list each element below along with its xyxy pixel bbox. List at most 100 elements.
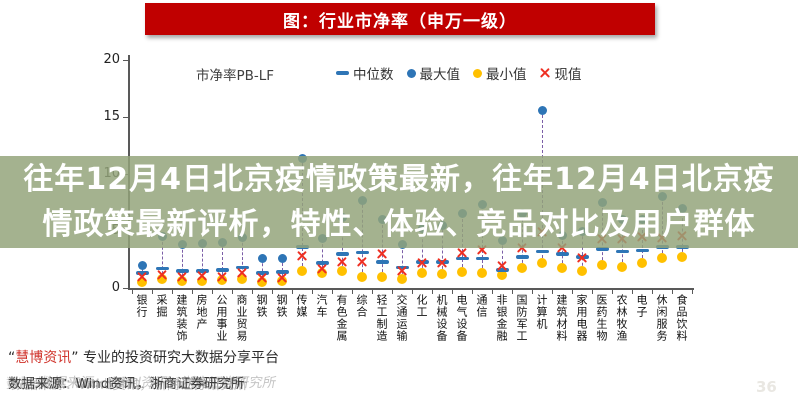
legend-label-median: 中位数 <box>353 67 394 83</box>
overlay-text-line1: 往年12月4日北京疫情政策最新，往年12月4日北京疫 <box>23 162 775 197</box>
x-axis-line <box>128 288 694 290</box>
median-dash <box>135 271 149 275</box>
median-dash <box>595 247 609 251</box>
max-dot <box>277 253 287 263</box>
category-label: 轻工制造 <box>375 294 388 342</box>
x-axis-tick <box>652 290 653 294</box>
chart-title-banner: 图：行业市净率（申万一级） <box>145 3 655 35</box>
x-axis-tick <box>552 290 553 294</box>
median-dash <box>195 269 209 273</box>
legend-label-current: 现值 <box>554 67 582 83</box>
max-dot <box>137 260 147 270</box>
median-dash <box>175 269 189 273</box>
median-dash <box>515 255 529 259</box>
x-axis-tick <box>592 290 593 294</box>
watermark-overlay-banner: 往年12月4日北京疫情政策最新，往年12月4日北京疫 情政策最新评析，特性、体验… <box>0 156 798 248</box>
median-dash <box>275 270 289 274</box>
category-label: 有色金属 <box>335 294 348 342</box>
min-dot <box>457 267 467 278</box>
min-dot <box>337 265 347 276</box>
x-axis-tick <box>332 290 333 294</box>
max-min-connector-line <box>221 242 223 280</box>
median-dash <box>155 266 169 271</box>
x-axis-tick <box>212 290 213 294</box>
median-dash <box>215 268 229 272</box>
min-dot <box>237 273 247 284</box>
current-x-marker <box>136 272 148 283</box>
min-dot-icon <box>473 68 482 78</box>
current-x-marker <box>296 250 308 262</box>
quote-close: ” <box>71 350 79 366</box>
category-label: 银行 <box>135 294 148 318</box>
legend-item-max: 最大值 <box>406 63 460 83</box>
category-label: 房地产 <box>195 294 208 330</box>
max-min-connector-line <box>501 240 503 276</box>
min-dot <box>477 268 487 279</box>
current-x-marker <box>456 247 468 258</box>
min-dot <box>277 276 287 287</box>
category-label: 商业贸易 <box>235 294 248 342</box>
max-min-connector-line <box>181 244 183 282</box>
median-dash <box>495 268 509 272</box>
min-dot <box>437 269 447 280</box>
x-axis-tick <box>232 290 233 294</box>
overlay-text-line2: 情政策最新评析，特性、体验、竞品对比及用户群体 <box>42 207 756 242</box>
min-dot <box>517 263 527 274</box>
legend-label-min: 最小值 <box>486 67 527 83</box>
data-source-line: 数据来源：Wind资讯，浙商证券研究所 <box>8 376 245 392</box>
min-dot <box>657 253 667 264</box>
category-label: 电子 <box>635 294 648 318</box>
min-dot <box>617 261 627 272</box>
category-label: 公用事业 <box>215 294 228 342</box>
min-dot <box>317 268 327 279</box>
x-axis-tick <box>572 290 573 294</box>
min-dot <box>537 257 547 268</box>
min-dot <box>297 265 307 276</box>
min-dot <box>377 271 387 282</box>
footer-brand-line: “慧博资讯” 专业的投资研究大数据分享平台 <box>8 347 279 367</box>
legend-item-min: 最小值 <box>473 63 527 83</box>
min-dot <box>197 276 207 287</box>
min-dot <box>597 260 607 271</box>
category-label: 计算机 <box>535 294 548 330</box>
brand-tagline: 专业的投资研究大数据分享平台 <box>82 350 279 366</box>
x-axis-tick <box>252 290 253 294</box>
min-dot <box>397 273 407 284</box>
median-dash <box>315 261 329 265</box>
page-number: 36 <box>756 378 777 396</box>
median-dash <box>235 265 249 270</box>
current-x-marker <box>316 263 328 274</box>
current-x-marker <box>236 268 248 279</box>
x-axis-tick <box>432 290 433 294</box>
max-min-connector-line <box>201 243 203 282</box>
max-min-connector-line <box>161 236 163 279</box>
x-axis-tick <box>312 290 313 294</box>
x-axis-tick <box>292 290 293 294</box>
category-label: 家用电器 <box>575 294 588 342</box>
chart-title: 图：行业市净率（申万一级） <box>283 11 517 32</box>
min-dot <box>137 277 147 288</box>
category-label: 综合 <box>355 294 368 318</box>
min-dot <box>257 277 267 288</box>
category-label: 交通运输 <box>395 294 408 342</box>
x-axis-tick <box>612 290 613 294</box>
category-label: 休闲服务 <box>655 294 668 342</box>
x-axis-tick <box>272 290 273 294</box>
category-label: 通信 <box>475 294 488 318</box>
plot-subtitle: 市净率PB-LF <box>196 68 275 84</box>
x-axis-tick <box>352 290 353 294</box>
current-x-marker <box>436 257 448 268</box>
x-axis-tick <box>472 290 473 294</box>
max-dot-icon <box>406 68 416 78</box>
current-x-marker <box>156 270 168 281</box>
median-dash <box>475 256 489 261</box>
current-x-icon <box>539 67 551 79</box>
data-source-ghost-overlap: 数据来源：Wind资讯，浙商证券研究所 <box>38 375 278 391</box>
y-axis-tick-label: 0 <box>111 280 120 295</box>
category-label: 汽车 <box>315 294 328 318</box>
x-axis-tick <box>692 290 693 294</box>
category-label: 食品饮料 <box>675 294 688 342</box>
category-label: 传媒 <box>295 294 308 318</box>
x-axis-tick <box>372 290 373 294</box>
max-min-connector-line <box>241 237 243 279</box>
